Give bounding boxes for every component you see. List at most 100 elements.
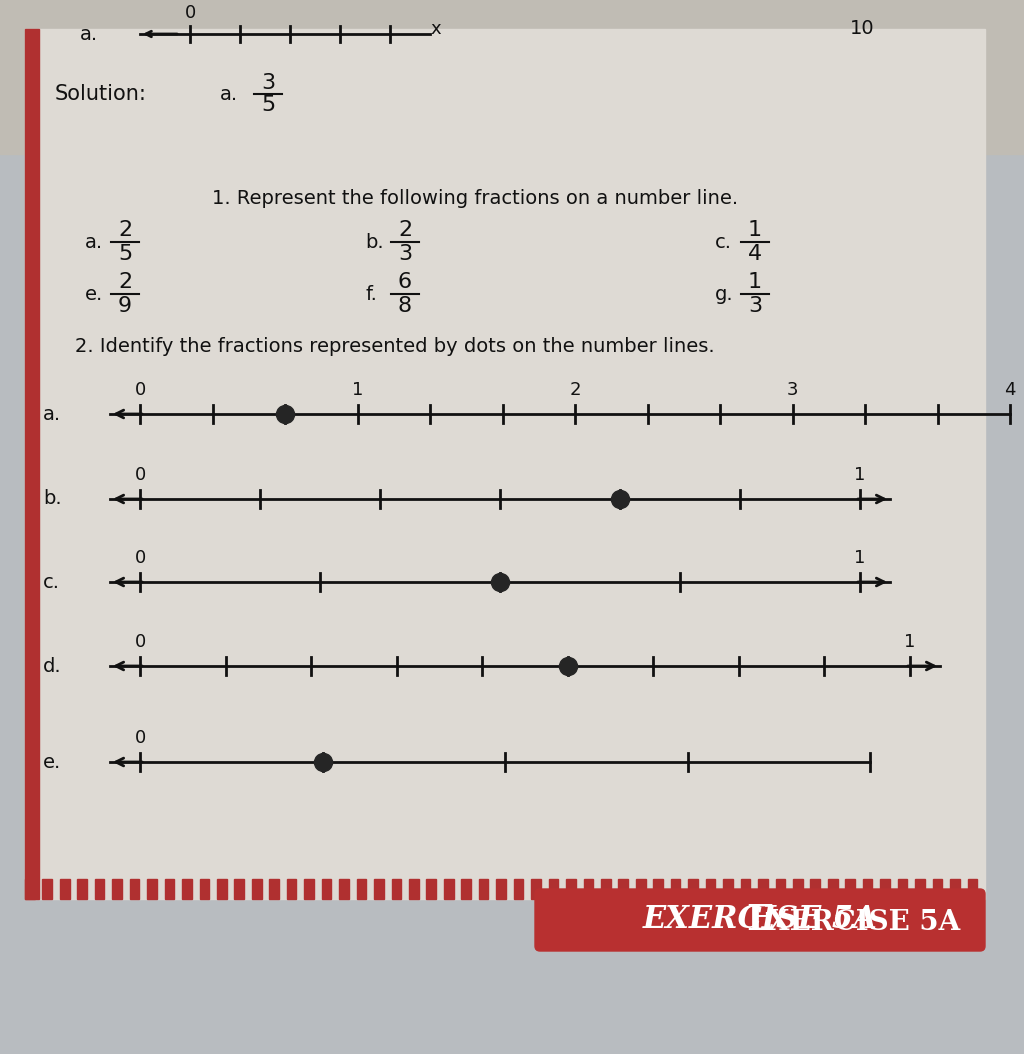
- Bar: [462, 879, 471, 899]
- Bar: [409, 879, 419, 899]
- Bar: [42, 879, 52, 899]
- Bar: [706, 879, 716, 899]
- Bar: [113, 879, 122, 899]
- Text: 3: 3: [786, 380, 799, 399]
- Bar: [130, 879, 139, 899]
- Bar: [479, 879, 488, 899]
- Bar: [653, 879, 663, 899]
- Bar: [25, 30, 985, 899]
- Text: a.: a.: [80, 24, 98, 43]
- Bar: [688, 879, 698, 899]
- Bar: [566, 879, 575, 899]
- Text: 10: 10: [850, 20, 874, 39]
- Bar: [95, 879, 104, 899]
- Bar: [165, 879, 174, 899]
- Text: 0: 0: [184, 4, 196, 22]
- Bar: [356, 879, 367, 899]
- Bar: [426, 879, 436, 899]
- Text: 1: 1: [854, 549, 865, 567]
- Text: 1. Represent the following fractions on a number line.: 1. Represent the following fractions on …: [212, 190, 738, 209]
- Bar: [444, 879, 454, 899]
- Bar: [304, 879, 314, 899]
- Text: 6: 6: [398, 272, 412, 292]
- Bar: [968, 879, 977, 899]
- Text: e.: e.: [85, 285, 103, 304]
- Text: 5: 5: [261, 95, 275, 115]
- Text: 4: 4: [1005, 380, 1016, 399]
- Text: 1: 1: [748, 220, 762, 240]
- Text: f.: f.: [365, 285, 377, 304]
- Text: a.: a.: [220, 84, 239, 103]
- Bar: [182, 879, 191, 899]
- Bar: [531, 879, 541, 899]
- Bar: [374, 879, 384, 899]
- Text: c.: c.: [715, 233, 732, 252]
- Text: 0: 0: [134, 633, 145, 651]
- Bar: [549, 879, 558, 899]
- Text: 0: 0: [134, 466, 145, 484]
- Bar: [601, 879, 610, 899]
- Bar: [636, 879, 645, 899]
- Bar: [391, 879, 401, 899]
- Bar: [775, 879, 785, 899]
- Bar: [339, 879, 349, 899]
- Text: g.: g.: [715, 285, 733, 304]
- Bar: [200, 879, 209, 899]
- Text: 4: 4: [748, 243, 762, 264]
- Bar: [514, 879, 523, 899]
- Bar: [881, 879, 890, 899]
- Text: 2: 2: [398, 220, 412, 240]
- Bar: [217, 879, 226, 899]
- FancyBboxPatch shape: [535, 889, 985, 951]
- Text: 9: 9: [118, 296, 132, 316]
- Text: 2. Identify the fractions represented by dots on the number lines.: 2. Identify the fractions represented by…: [75, 336, 715, 355]
- Text: d.: d.: [43, 657, 61, 676]
- Text: E: E: [746, 903, 774, 937]
- Text: 1: 1: [352, 380, 364, 399]
- Text: b.: b.: [365, 233, 384, 252]
- Bar: [618, 879, 628, 899]
- Bar: [898, 879, 907, 899]
- Bar: [915, 879, 925, 899]
- Bar: [671, 879, 680, 899]
- Bar: [723, 879, 733, 899]
- Bar: [758, 879, 768, 899]
- Bar: [60, 879, 70, 899]
- Bar: [147, 879, 157, 899]
- Text: 3: 3: [261, 73, 275, 93]
- Bar: [863, 879, 872, 899]
- Bar: [810, 879, 820, 899]
- Text: 5: 5: [118, 243, 132, 264]
- Bar: [584, 879, 593, 899]
- Bar: [0, 0, 1024, 154]
- Text: 0: 0: [134, 380, 145, 399]
- Text: 3: 3: [748, 296, 762, 316]
- Bar: [25, 30, 39, 899]
- Bar: [78, 879, 87, 899]
- Text: 8: 8: [398, 296, 412, 316]
- Bar: [269, 879, 279, 899]
- Text: 2: 2: [569, 380, 581, 399]
- Text: a.: a.: [43, 405, 61, 424]
- Text: 1: 1: [748, 272, 762, 292]
- Bar: [740, 879, 751, 899]
- Bar: [234, 879, 244, 899]
- Bar: [25, 879, 35, 899]
- Bar: [322, 879, 332, 899]
- Text: XERCISE 5A: XERCISE 5A: [768, 909, 961, 936]
- Text: e.: e.: [43, 753, 61, 772]
- Text: b.: b.: [43, 489, 61, 508]
- Bar: [497, 879, 506, 899]
- Bar: [252, 879, 261, 899]
- Text: c.: c.: [43, 572, 60, 591]
- Text: EXERCISE 5A: EXERCISE 5A: [643, 904, 878, 936]
- Bar: [828, 879, 838, 899]
- Text: 2: 2: [118, 272, 132, 292]
- Text: 2: 2: [118, 220, 132, 240]
- Text: Solution:: Solution:: [55, 84, 146, 104]
- Text: 3: 3: [398, 243, 412, 264]
- Bar: [846, 879, 855, 899]
- Text: 0: 0: [134, 549, 145, 567]
- Text: 0: 0: [134, 729, 145, 747]
- Bar: [933, 879, 942, 899]
